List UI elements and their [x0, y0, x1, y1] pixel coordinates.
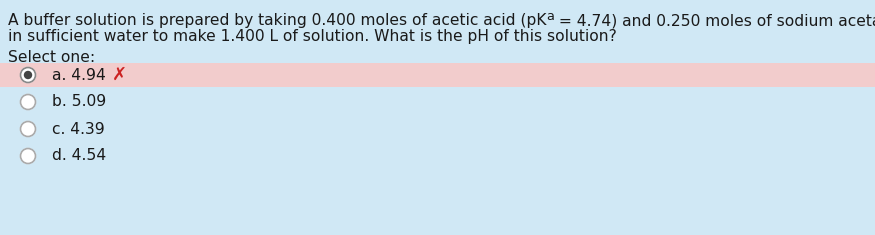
- Text: ✗: ✗: [112, 66, 127, 84]
- Text: a: a: [547, 11, 555, 24]
- Circle shape: [20, 149, 36, 164]
- Text: in sufficient water to make 1.400 L of solution. What is the pH of this solution: in sufficient water to make 1.400 L of s…: [8, 29, 617, 44]
- Circle shape: [20, 121, 36, 137]
- Text: c. 4.39: c. 4.39: [52, 121, 105, 137]
- Text: b. 5.09: b. 5.09: [52, 94, 106, 110]
- Text: a. 4.94: a. 4.94: [52, 67, 106, 82]
- Circle shape: [20, 94, 36, 110]
- Text: a. 4.94: a. 4.94: [52, 67, 106, 82]
- Text: A buffer solution is prepared by taking 0.400 moles of acetic acid (pK: A buffer solution is prepared by taking …: [8, 13, 547, 28]
- Text: = 4.74) and 0.250 moles of sodium acetate: = 4.74) and 0.250 moles of sodium acetat…: [555, 13, 875, 28]
- Circle shape: [24, 71, 31, 78]
- FancyBboxPatch shape: [0, 63, 875, 87]
- Text: d. 4.54: d. 4.54: [52, 149, 106, 164]
- Text: Select one:: Select one:: [8, 50, 95, 65]
- Circle shape: [20, 67, 36, 82]
